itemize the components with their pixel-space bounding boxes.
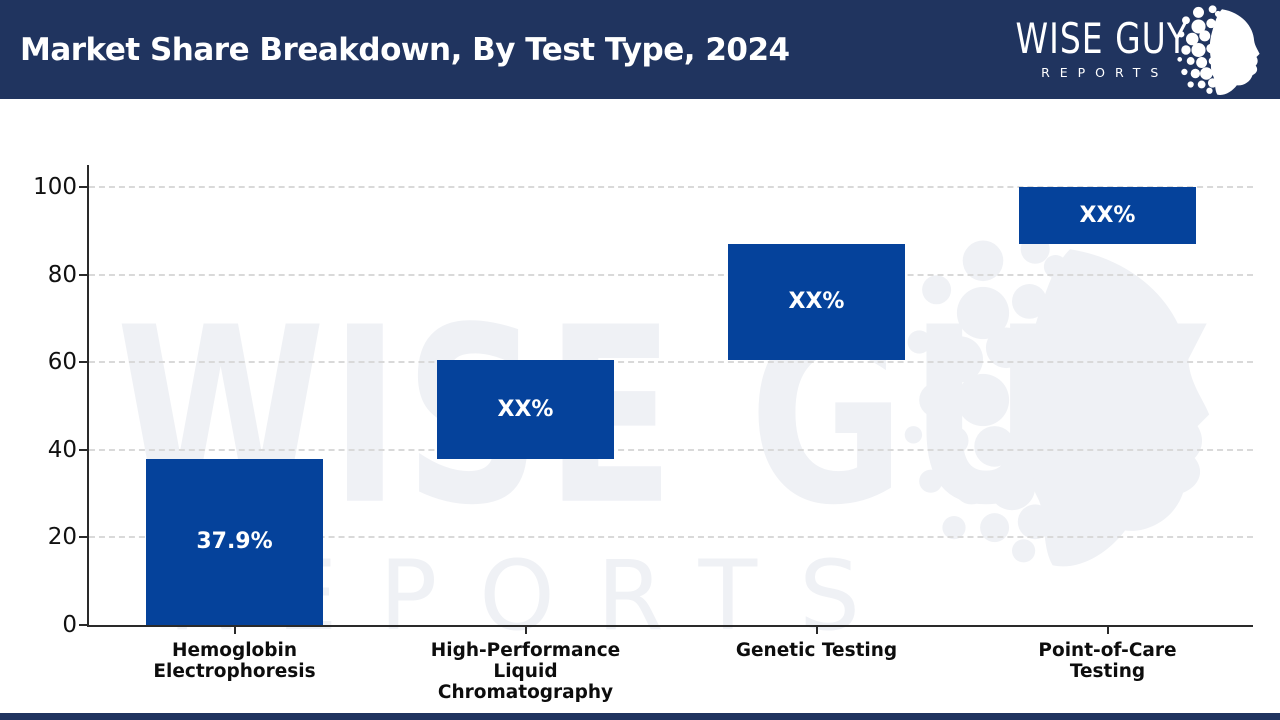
logo-brand-text: WISE GUY (1015, 13, 1188, 64)
bar-value-label: XX% (788, 289, 845, 315)
category-labels-row: Hemoglobin Electrophoresis High-Performan… (89, 640, 1253, 720)
bar-segment[interactable]: XX% (728, 244, 905, 360)
bar-segment[interactable]: 37.9% (146, 458, 323, 625)
y-tick-label: 20 (47, 524, 77, 551)
gridline-y60 (89, 361, 1253, 364)
logo-sub-text: REPORTS (1041, 65, 1169, 80)
y-tick-mark (79, 361, 87, 364)
y-tick-mark (79, 448, 87, 451)
category-label: Point-of-Care Testing (1038, 640, 1177, 682)
gridline-y100 (89, 185, 1253, 188)
bar-value-label: 37.9% (196, 529, 273, 555)
gridline-y80 (89, 273, 1253, 276)
y-tick-mark (79, 536, 87, 539)
y-tick-label: 100 (33, 173, 77, 200)
y-tick-mark (79, 185, 87, 188)
y-tick-label: 0 (62, 612, 77, 638)
wise-guy-logo: WISE GUY REPORTS (1015, 0, 1270, 99)
y-tick-mark (79, 273, 87, 276)
x-tick-mark (1106, 627, 1109, 634)
bar-segment[interactable]: XX% (437, 359, 614, 459)
bar-value-label: XX% (497, 396, 554, 422)
x-tick-mark (233, 627, 236, 634)
logo-text: WISE GUY REPORTS (1015, 14, 1188, 80)
bar-segment[interactable]: XX% (1019, 186, 1196, 245)
footer-bar (0, 713, 1280, 720)
category-label: Hemoglobin Electrophoresis (153, 640, 316, 682)
logo-head-icon (1174, 3, 1270, 97)
page-title: Market Share Breakdown, By Test Type, 20… (20, 31, 790, 68)
category-label: High-Performance Liquid Chromatography (430, 640, 621, 703)
gridline-y40 (89, 448, 1253, 451)
x-tick-mark (815, 627, 818, 634)
bar-value-label: XX% (1079, 203, 1136, 229)
plot-area: 0 20 40 60 80 100 37.9% XX% XX% XX% Hemoglobin Ele… (33, 165, 1253, 703)
gridline-y20 (89, 536, 1253, 539)
x-tick-mark (524, 627, 527, 634)
category-label: Genetic Testing (735, 640, 898, 661)
header-bar: Market Share Breakdown, By Test Type, 20… (0, 0, 1280, 99)
y-tick-mark (79, 624, 87, 626)
y-tick-label: 40 (47, 436, 77, 463)
y-tick-label: 60 (47, 349, 77, 376)
y-tick-label: 80 (47, 261, 77, 288)
